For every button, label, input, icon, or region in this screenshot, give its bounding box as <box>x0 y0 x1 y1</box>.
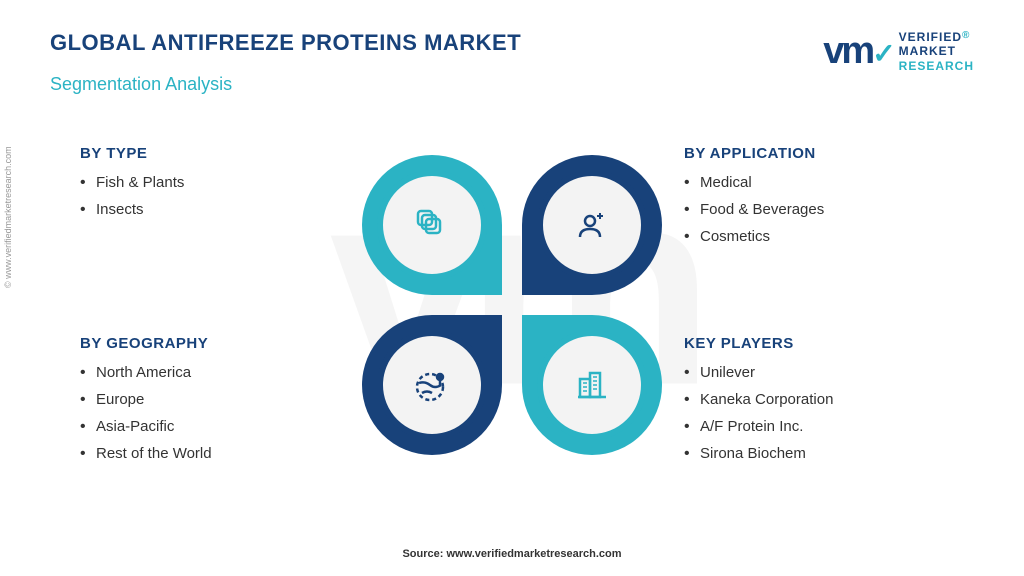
list-item: North America <box>80 364 340 381</box>
list-item: Cosmetics <box>684 228 944 245</box>
segment-players-list: Unilever Kaneka Corporation A/F Protein … <box>684 364 944 462</box>
petal-geography <box>362 315 502 455</box>
segment-geography-heading: BY GEOGRAPHY <box>80 335 340 352</box>
list-item: Food & Beverages <box>684 201 944 218</box>
list-item: Kaneka Corporation <box>684 391 944 408</box>
list-item: Asia-Pacific <box>80 418 340 435</box>
main-container: GLOBAL ANTIFREEZE PROTEINS MARKET Segmen… <box>0 0 1024 576</box>
list-item: Europe <box>80 391 340 408</box>
person-icon <box>572 205 612 245</box>
petal-diagram <box>362 155 662 455</box>
layers-icon <box>412 205 452 245</box>
subtitle: Segmentation Analysis <box>50 74 823 95</box>
segment-type: BY TYPE Fish & Plants Insects <box>80 145 340 228</box>
segment-type-heading: BY TYPE <box>80 145 340 162</box>
segment-application: BY APPLICATION Medical Food & Beverages … <box>684 145 944 255</box>
segment-application-heading: BY APPLICATION <box>684 145 944 162</box>
segment-players: KEY PLAYERS Unilever Kaneka Corporation … <box>684 335 944 472</box>
list-item: Sirona Biochem <box>684 445 944 462</box>
globe-icon <box>412 365 452 405</box>
page-title: GLOBAL ANTIFREEZE PROTEINS MARKET <box>50 30 823 56</box>
petal-geography-inner <box>377 330 487 440</box>
content-area: BY TYPE Fish & Plants Insects BY APPLICA… <box>50 115 974 495</box>
petal-players-inner <box>537 330 647 440</box>
petal-type <box>362 155 502 295</box>
list-item: Insects <box>80 201 340 218</box>
list-item: Medical <box>684 174 944 191</box>
petal-type-inner <box>377 170 487 280</box>
logo: vm✓ VERIFIED® MARKET RESEARCH <box>823 30 974 73</box>
segment-application-list: Medical Food & Beverages Cosmetics <box>684 174 944 245</box>
list-item: A/F Protein Inc. <box>684 418 944 435</box>
title-block: GLOBAL ANTIFREEZE PROTEINS MARKET Segmen… <box>50 30 823 95</box>
segment-type-list: Fish & Plants Insects <box>80 174 340 218</box>
header: GLOBAL ANTIFREEZE PROTEINS MARKET Segmen… <box>50 30 974 95</box>
building-icon <box>572 365 612 405</box>
segment-geography: BY GEOGRAPHY North America Europe Asia-P… <box>80 335 340 472</box>
petal-application-inner <box>537 170 647 280</box>
list-item: Fish & Plants <box>80 174 340 191</box>
segment-geography-list: North America Europe Asia-Pacific Rest o… <box>80 364 340 462</box>
list-item: Rest of the World <box>80 445 340 462</box>
logo-text: VERIFIED® MARKET RESEARCH <box>899 30 974 73</box>
source-text: Source: www.verifiedmarketresearch.com <box>402 548 621 560</box>
segment-players-heading: KEY PLAYERS <box>684 335 944 352</box>
petal-players <box>522 315 662 455</box>
list-item: Unilever <box>684 364 944 381</box>
petal-application <box>522 155 662 295</box>
logo-mark: vm✓ <box>823 30 892 73</box>
